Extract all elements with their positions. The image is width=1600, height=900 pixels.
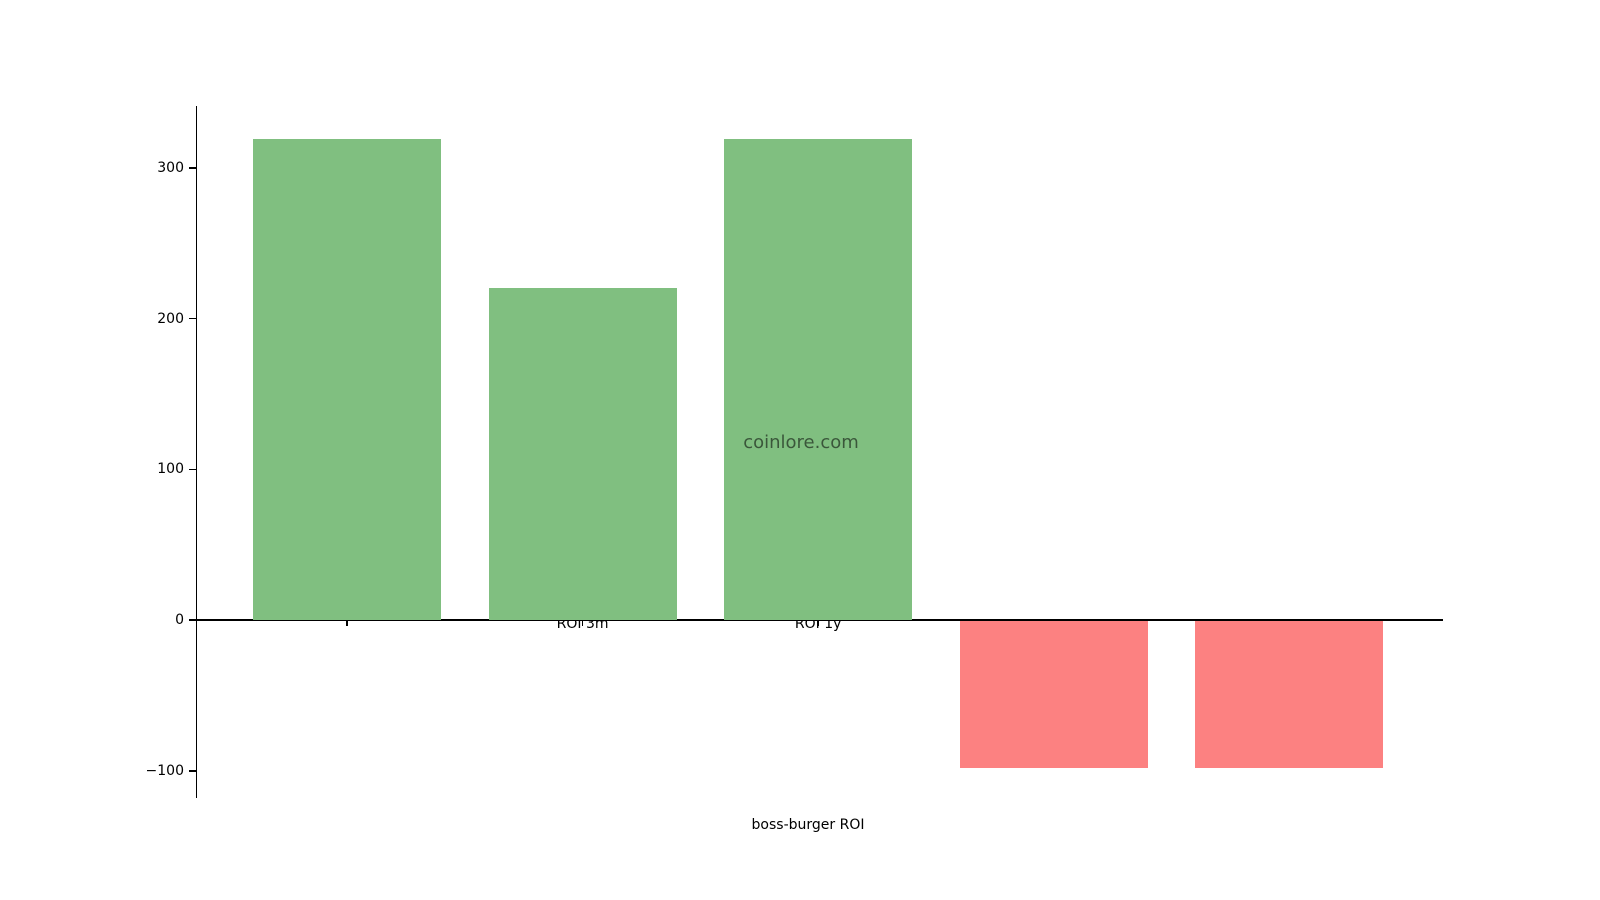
x-tick-mark xyxy=(817,620,819,626)
x-axis-title: boss-burger ROI xyxy=(751,817,865,833)
watermark-coinlore: coinlore.com xyxy=(743,432,859,453)
y-tick-mark xyxy=(188,167,196,169)
x-tick-mark xyxy=(346,620,348,626)
y-tick-mark xyxy=(188,770,196,772)
x-tick-label: ROI 3m xyxy=(556,616,609,632)
bar-negative xyxy=(959,620,1148,768)
bar-positive xyxy=(488,288,677,620)
bar-negative xyxy=(1195,620,1384,768)
y-tick-label: 0 xyxy=(175,612,184,628)
x-tick-label: ROI 1y xyxy=(794,616,842,632)
y-tick-mark xyxy=(188,619,196,621)
y-tick-mark xyxy=(188,317,196,320)
y-axis-spine xyxy=(195,105,197,798)
y-tick-label: 100 xyxy=(157,461,184,478)
x-tick-mark xyxy=(581,620,584,626)
y-tick-label: 300 xyxy=(157,159,184,176)
x-axis-line xyxy=(195,619,1443,621)
bar-positive xyxy=(253,139,441,620)
bar-positive xyxy=(724,139,913,620)
y-tick-mark xyxy=(188,468,196,470)
y-tick-label: 200 xyxy=(157,310,184,327)
y-tick-label: −100 xyxy=(145,762,184,779)
